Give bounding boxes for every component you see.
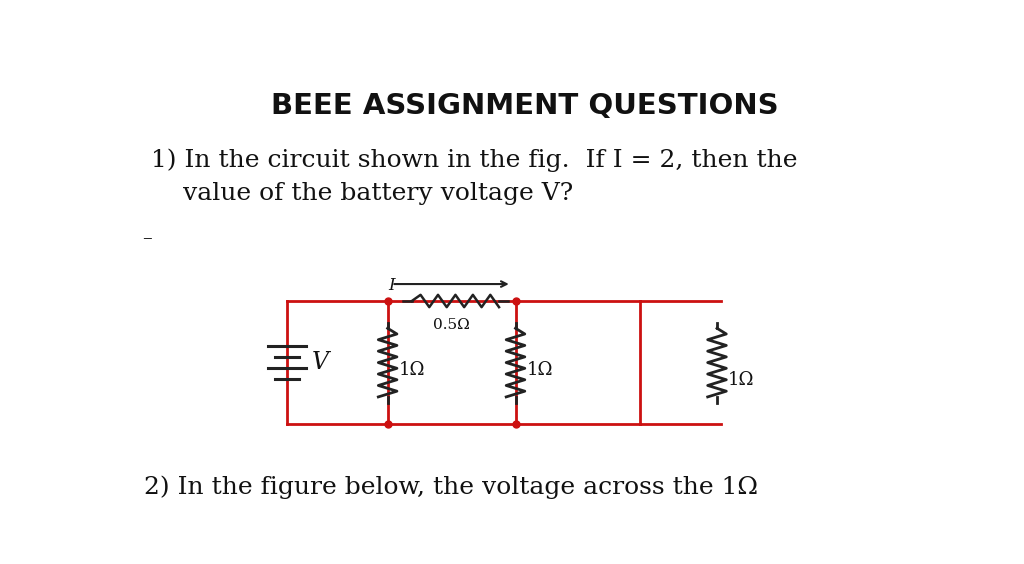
Text: I: I <box>389 277 395 294</box>
Text: BEEE ASSIGNMENT QUESTIONS: BEEE ASSIGNMENT QUESTIONS <box>271 92 778 120</box>
Text: V: V <box>311 351 329 374</box>
Text: 1Ω: 1Ω <box>728 371 755 389</box>
Text: 0.5Ω: 0.5Ω <box>433 318 470 332</box>
Text: 1) In the circuit shown in the fig.  If I = 2, then the: 1) In the circuit shown in the fig. If I… <box>152 148 798 172</box>
Text: 2) In the figure below, the voltage across the 1Ω: 2) In the figure below, the voltage acro… <box>143 476 758 499</box>
Text: value of the battery voltage V?: value of the battery voltage V? <box>152 182 573 205</box>
Text: 1Ω: 1Ω <box>526 362 553 380</box>
Text: –: – <box>142 230 152 248</box>
Text: 1Ω: 1Ω <box>398 362 425 380</box>
